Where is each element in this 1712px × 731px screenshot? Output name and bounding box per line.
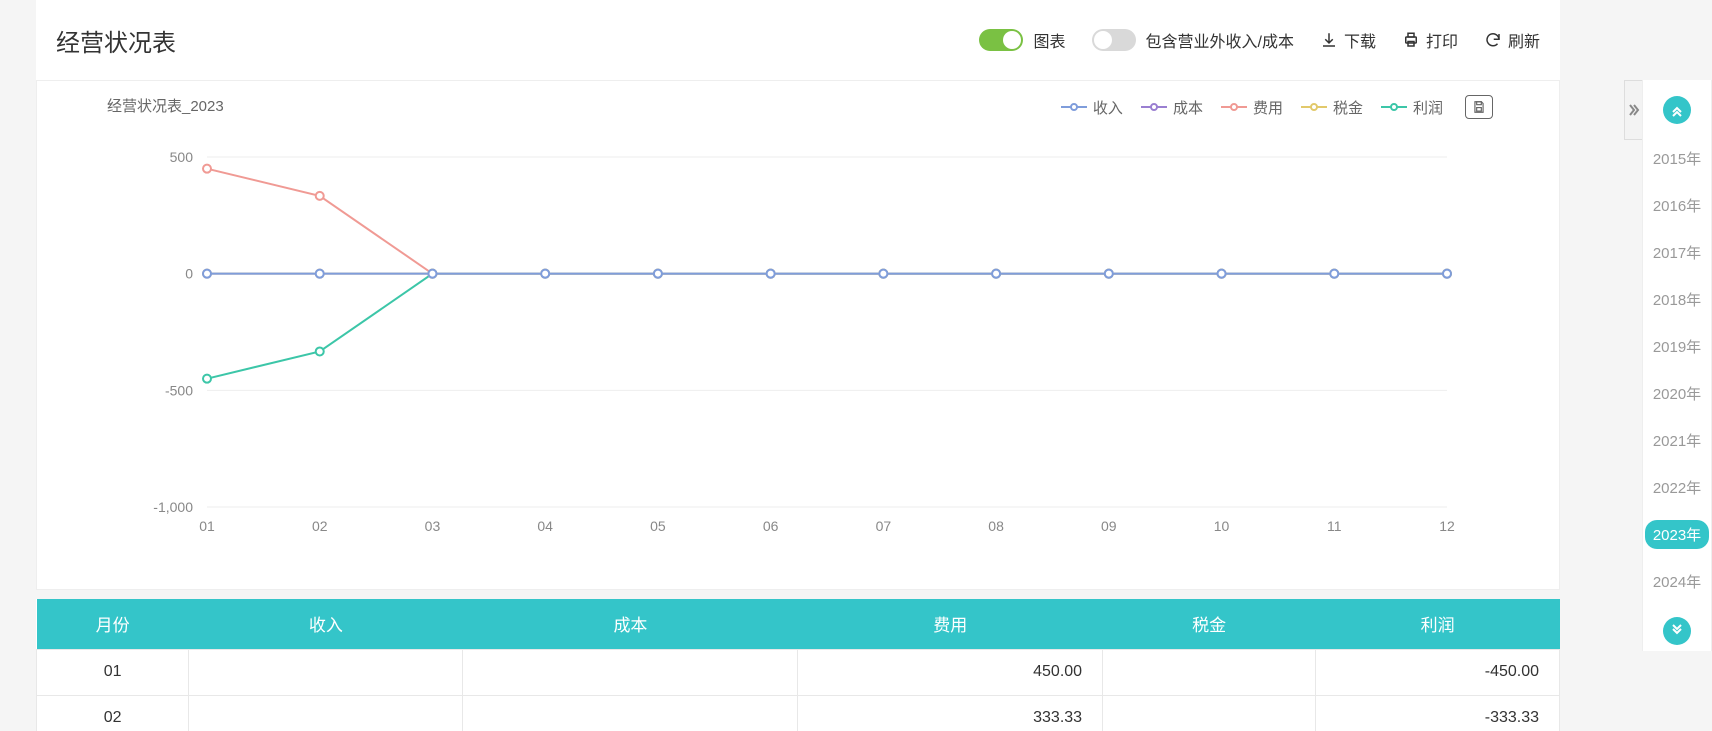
year-item-2024年[interactable]: 2024年 <box>1645 567 1709 596</box>
year-item-2015年[interactable]: 2015年 <box>1645 144 1709 173</box>
table-body: 01 450.00 -450.00 02 333.33 -333.33 <box>37 649 1560 731</box>
year-item-2017年[interactable]: 2017年 <box>1645 238 1709 267</box>
cell-income <box>189 649 463 695</box>
download-label: 下载 <box>1344 28 1376 52</box>
table-header-row: 月份收入成本费用税金利润 <box>37 599 1560 649</box>
cell-cost <box>463 695 798 731</box>
cell-income <box>189 695 463 731</box>
table-header-2: 成本 <box>463 599 798 649</box>
cell-month: 02 <box>37 695 189 731</box>
year-scroll-down[interactable] <box>1663 617 1691 645</box>
year-item-2023年[interactable]: 2023年 <box>1645 520 1709 549</box>
chevron-down-double-icon <box>1670 624 1684 638</box>
year-item-2018年[interactable]: 2018年 <box>1645 285 1709 314</box>
legend-item-tax[interactable]: 税金 <box>1301 97 1363 118</box>
year-item-2022年[interactable]: 2022年 <box>1645 473 1709 502</box>
table-row: 02 333.33 -333.33 <box>37 695 1560 731</box>
svg-text:-1,000: -1,000 <box>153 499 193 515</box>
cell-profit: -333.33 <box>1316 695 1560 731</box>
year-scroll-up[interactable] <box>1663 96 1691 124</box>
legend-item-profit[interactable]: 利润 <box>1381 97 1443 118</box>
download-icon <box>1320 31 1338 49</box>
chevron-right-double-icon <box>1628 103 1640 117</box>
year-item-2020年[interactable]: 2020年 <box>1645 379 1709 408</box>
table-header-3: 费用 <box>798 599 1103 649</box>
svg-text:07: 07 <box>876 518 892 534</box>
toggle-extra-income[interactable]: 包含营业外收入/成本 <box>1092 28 1294 52</box>
chart-plot: -1,000 -500 0 500 01 02 03 04 05 06 07 08 09 10 11 12 <box>57 117 1457 547</box>
collapse-rail-handle[interactable] <box>1624 80 1642 140</box>
svg-text:500: 500 <box>170 149 194 165</box>
svg-text:09: 09 <box>1101 518 1117 534</box>
cell-tax <box>1103 649 1316 695</box>
toggle-chart[interactable]: 图表 <box>979 28 1065 52</box>
svg-text:03: 03 <box>425 518 441 534</box>
cell-fee: 450.00 <box>798 649 1103 695</box>
print-icon <box>1402 31 1420 49</box>
print-label: 打印 <box>1426 28 1458 52</box>
year-item-2016年[interactable]: 2016年 <box>1645 191 1709 220</box>
svg-text:04: 04 <box>537 518 553 534</box>
chevron-up-double-icon <box>1670 103 1684 117</box>
table-header-1: 收入 <box>189 599 463 649</box>
svg-text:01: 01 <box>199 518 215 534</box>
chart-title: 经营状况表_2023 <box>107 95 224 116</box>
cell-cost <box>463 649 798 695</box>
svg-text:12: 12 <box>1439 518 1455 534</box>
table-card: 月份收入成本费用税金利润 01 450.00 -450.00 02 333.33 -333… <box>36 599 1560 731</box>
table-header-5: 利润 <box>1316 599 1560 649</box>
svg-text:10: 10 <box>1214 518 1230 534</box>
refresh-label: 刷新 <box>1508 28 1540 52</box>
refresh-icon <box>1484 31 1502 49</box>
year-item-2021年[interactable]: 2021年 <box>1645 426 1709 455</box>
year-rail: 2015年 2016年 2017年 2018年 2019年 2020年 2021年 2022年… <box>1642 80 1712 651</box>
table-header-0: 月份 <box>37 599 189 649</box>
cell-month: 01 <box>37 649 189 695</box>
save-chart-icon[interactable] <box>1465 95 1493 119</box>
svg-text:11: 11 <box>1327 518 1342 534</box>
print-button[interactable]: 打印 <box>1402 28 1458 52</box>
chart-legend: 收入成本费用税金利润 <box>1061 95 1493 119</box>
table-header-4: 税金 <box>1103 599 1316 649</box>
toggle-extra-label: 包含营业外收入/成本 <box>1146 28 1294 52</box>
legend-item-income[interactable]: 收入 <box>1061 97 1123 118</box>
cell-profit: -450.00 <box>1316 649 1560 695</box>
svg-text:08: 08 <box>988 518 1004 534</box>
toggle-extra-switch[interactable] <box>1092 29 1136 51</box>
year-list: 2015年 2016年 2017年 2018年 2019年 2020年 2021年 2022年… <box>1645 144 1709 611</box>
toggle-chart-label: 图表 <box>1033 28 1065 52</box>
cell-tax <box>1103 695 1316 731</box>
download-button[interactable]: 下载 <box>1320 28 1376 52</box>
page-title: 经营状况表 <box>56 23 176 58</box>
table-row: 01 450.00 -450.00 <box>37 649 1560 695</box>
toggle-chart-switch[interactable] <box>979 29 1023 51</box>
svg-text:06: 06 <box>763 518 779 534</box>
svg-text:05: 05 <box>650 518 666 534</box>
year-item-2019年[interactable]: 2019年 <box>1645 332 1709 361</box>
svg-text:02: 02 <box>312 518 328 534</box>
svg-text:0: 0 <box>185 266 193 282</box>
page-header: 经营状况表 图表 包含营业外收入/成本 下载 打印 刷新 <box>36 0 1560 80</box>
legend-item-cost[interactable]: 成本 <box>1141 97 1203 118</box>
svg-text:-500: -500 <box>165 382 193 398</box>
legend-item-fee[interactable]: 费用 <box>1221 97 1283 118</box>
cell-fee: 333.33 <box>798 695 1103 731</box>
data-table: 月份收入成本费用税金利润 01 450.00 -450.00 02 333.33 -333… <box>36 599 1560 731</box>
refresh-button[interactable]: 刷新 <box>1484 28 1540 52</box>
chart-card: 经营状况表_2023 收入成本费用税金利润 -1,000 -500 0 500 01 02… <box>36 80 1560 590</box>
